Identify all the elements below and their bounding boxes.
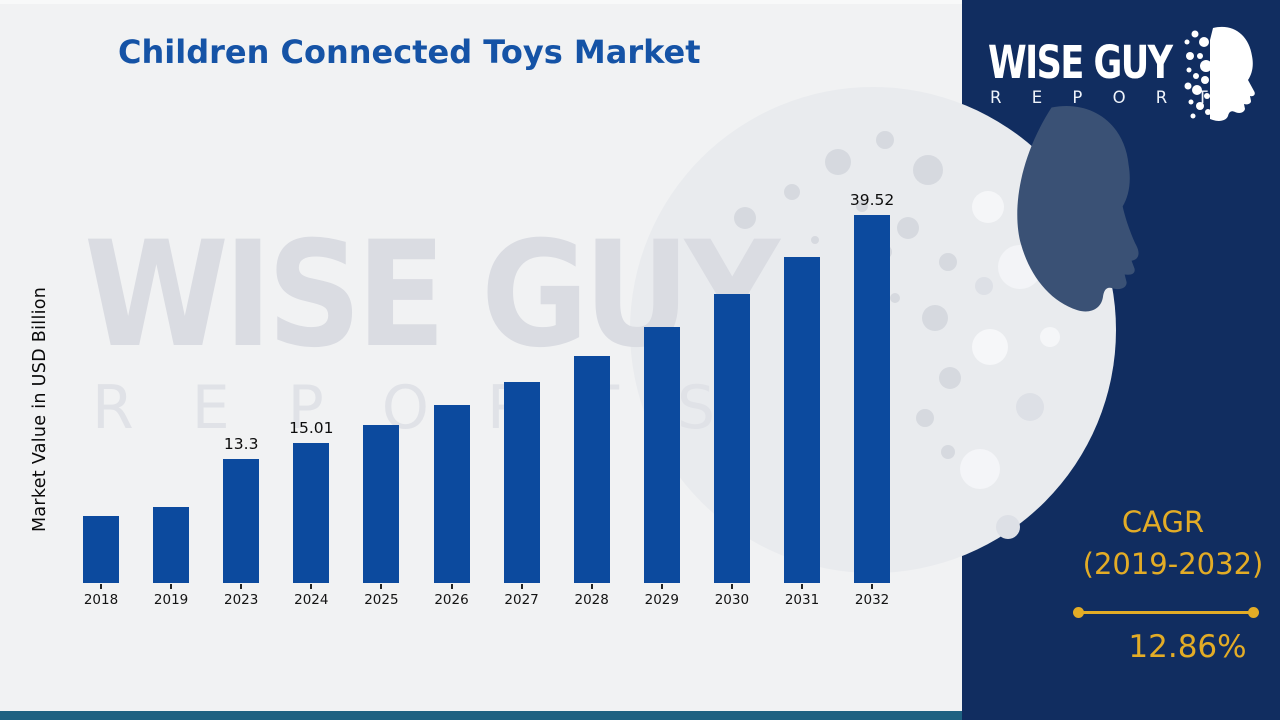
cagr-value: 12.86% bbox=[1128, 629, 1247, 665]
footer-strip bbox=[0, 711, 962, 720]
bar bbox=[643, 327, 680, 583]
x-tick-label: 2030 bbox=[714, 592, 750, 608]
cagr-underline bbox=[1078, 611, 1254, 614]
x-tick-label: 2032 bbox=[854, 592, 890, 608]
bar bbox=[83, 516, 119, 583]
x-tick-label: 2027 bbox=[504, 592, 539, 608]
bar bbox=[363, 425, 400, 583]
decor-circle-dot bbox=[996, 515, 1020, 539]
x-tick-label: 2024 bbox=[294, 592, 329, 608]
cagr-heading: CAGR bbox=[1121, 505, 1205, 539]
decor-circle-dot bbox=[972, 329, 1008, 365]
x-tick-label: 2019 bbox=[153, 592, 189, 608]
x-axis-tick bbox=[170, 584, 173, 589]
bar bbox=[153, 507, 190, 583]
x-axis-tick bbox=[520, 584, 523, 589]
x-tick-label: 2028 bbox=[574, 592, 609, 608]
brand-logo-reports: R E P O R T S bbox=[990, 88, 1261, 107]
x-axis-tick bbox=[801, 584, 803, 589]
top-strip bbox=[0, 0, 962, 4]
bar bbox=[854, 215, 891, 583]
decor-circle-dot bbox=[1040, 327, 1060, 347]
x-axis-tick bbox=[100, 584, 102, 589]
decor-circle-dot bbox=[972, 191, 1004, 223]
x-tick-label: 2025 bbox=[364, 592, 399, 608]
cagr-line-dot-right bbox=[1248, 607, 1259, 618]
decor-face-silhouette bbox=[1017, 106, 1139, 312]
x-axis-tick bbox=[450, 584, 453, 589]
bar bbox=[433, 405, 470, 583]
x-axis-tick bbox=[730, 584, 733, 589]
x-axis-tick bbox=[310, 584, 313, 589]
decor-circle-dot bbox=[960, 449, 1000, 489]
bar-value-label: 15.01 bbox=[289, 419, 334, 437]
x-tick-label: 2026 bbox=[434, 592, 469, 608]
watermark-dots bbox=[734, 131, 961, 459]
x-axis-tick bbox=[871, 584, 874, 589]
brand-logo-text: WISE GUY bbox=[988, 36, 1173, 89]
bar-value-label: 39.52 bbox=[849, 191, 895, 209]
decor-circle-dot bbox=[975, 277, 993, 295]
x-axis-tick bbox=[590, 584, 593, 589]
bar bbox=[573, 356, 610, 583]
bar bbox=[223, 459, 260, 583]
brand-logo-face-icon bbox=[1184, 26, 1255, 121]
x-axis-tick bbox=[240, 584, 243, 589]
x-axis-tick bbox=[660, 584, 663, 589]
bar bbox=[293, 443, 330, 583]
bar bbox=[503, 382, 540, 583]
cagr-range: (2019-2032) bbox=[1082, 547, 1264, 581]
bar-value-label: 13.3 bbox=[223, 435, 259, 453]
bar bbox=[784, 257, 820, 583]
bar bbox=[713, 294, 750, 583]
page-title: Children Connected Toys Market bbox=[118, 33, 701, 71]
x-tick-label: 2023 bbox=[224, 592, 259, 608]
x-tick-label: 2031 bbox=[784, 592, 820, 608]
x-tick-label: 2029 bbox=[644, 592, 679, 608]
decor-circle-dot bbox=[1016, 393, 1044, 421]
bars-container: 2018 2019 2023 13.3 2024 15.01 2025 2026 2027 202… bbox=[83, 191, 895, 608]
x-axis-tick bbox=[380, 584, 383, 589]
x-tick-label: 2018 bbox=[83, 592, 119, 608]
